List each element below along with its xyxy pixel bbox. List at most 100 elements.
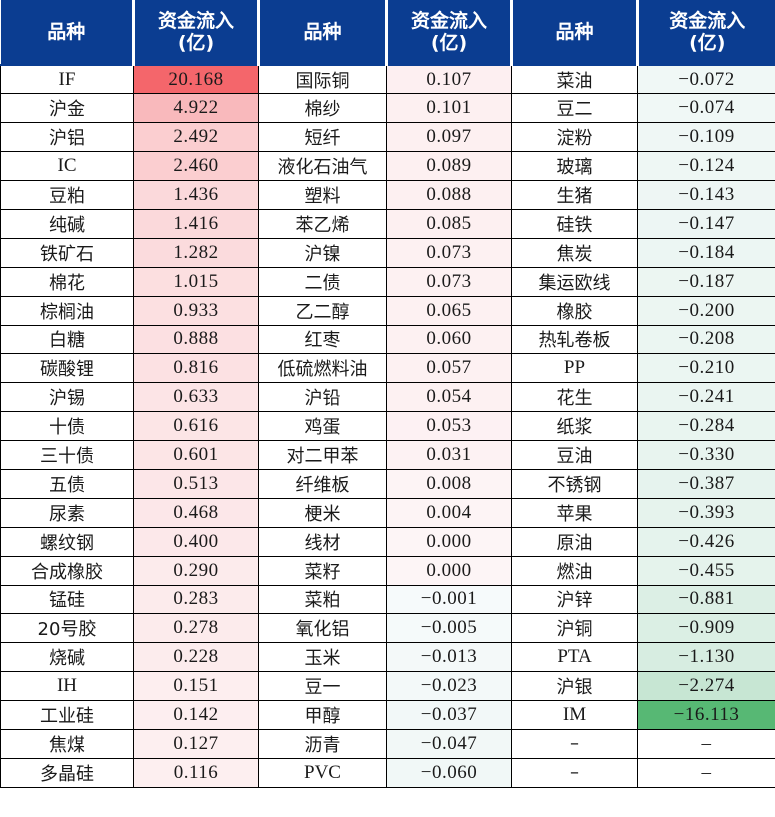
cell-variety-3: 燃油 bbox=[511, 555, 638, 586]
cell-variety-2: 菜籽 bbox=[258, 555, 387, 586]
table-row: 焦煤 0.127 沥青 −0.047– – bbox=[0, 728, 775, 759]
table-row: 沪铝 2.492 短纤 0.097 淀粉 −0.109 bbox=[0, 122, 775, 153]
table-row: 五债 0.513 纤维板 0.008 不锈钢 −0.387 bbox=[0, 468, 775, 499]
cell-variety-1: 棕榈油 bbox=[0, 295, 134, 326]
cell-variety-2: 乙二醇 bbox=[258, 295, 387, 326]
cell-variety-1: 沪锡 bbox=[0, 382, 134, 413]
cell-variety-2: 沪镍 bbox=[258, 237, 387, 268]
cell-variety-2: 红枣 bbox=[258, 324, 387, 355]
cell-inflow-2: 0.107 bbox=[386, 64, 512, 95]
cell-inflow-2: −0.023 bbox=[386, 671, 512, 702]
cell-inflow-3: −0.387 bbox=[637, 468, 775, 499]
table-row: 豆粕 1.436 塑料 0.088 生猪 −0.143 bbox=[0, 180, 775, 210]
cell-variety-3: 纸浆 bbox=[511, 411, 638, 442]
table-row: 尿素 0.468 梗米 0.004 苹果 −0.393 bbox=[0, 497, 775, 528]
cell-inflow-3: −0.426 bbox=[637, 526, 775, 557]
cell-variety-1: 十债 bbox=[0, 411, 134, 442]
cell-inflow-2: 0.065 bbox=[386, 295, 512, 326]
cell-inflow-3: −0.881 bbox=[637, 584, 775, 615]
column-header-inflow-1[interactable]: 资金流入 (亿) bbox=[133, 0, 260, 66]
cell-inflow-1: 0.400 bbox=[133, 526, 259, 557]
cell-variety-1: 多晶硅 bbox=[0, 757, 134, 788]
cell-variety-1: 锰硅 bbox=[0, 584, 134, 615]
cell-variety-3: 豆油 bbox=[511, 440, 638, 470]
cell-variety-1: 沪金 bbox=[0, 93, 134, 124]
cell-variety-3: 集运欧线 bbox=[511, 266, 638, 297]
cell-inflow-3: −0.187 bbox=[637, 266, 775, 297]
cell-inflow-3: −16.113 bbox=[637, 700, 775, 730]
cell-variety-1: IC bbox=[0, 151, 134, 182]
table-header-row: 品种 资金流入 (亿) 品种 资金流入 (亿) 品种 资金流入 (亿) bbox=[0, 0, 775, 66]
cell-inflow-2: 0.008 bbox=[386, 468, 512, 499]
cell-inflow-1: 20.168 bbox=[133, 64, 259, 95]
cell-inflow-1: 0.888 bbox=[133, 324, 259, 355]
cell-variety-3: 原油 bbox=[511, 526, 638, 557]
cell-variety-2: 沪铅 bbox=[258, 382, 387, 413]
table-row: 棉花 1.015 二债 0.073 集运欧线 −0.187 bbox=[0, 266, 775, 297]
cell-inflow-3: −0.124 bbox=[637, 151, 775, 182]
cell-variety-3: IM bbox=[511, 700, 638, 730]
cell-variety-3: – bbox=[511, 757, 638, 788]
cell-variety-1: 豆粕 bbox=[0, 180, 134, 210]
cell-variety-1: 铁矿石 bbox=[0, 237, 134, 268]
cell-inflow-3: −0.200 bbox=[637, 295, 775, 326]
cell-variety-3: PTA bbox=[511, 642, 638, 673]
cell-variety-2: 短纤 bbox=[258, 122, 387, 153]
cell-inflow-3: −0.109 bbox=[637, 122, 775, 153]
cell-variety-3: 淀粉 bbox=[511, 122, 638, 153]
table-row: 合成橡胶 0.290 菜籽 0.000 燃油 −0.455 bbox=[0, 555, 775, 586]
cell-variety-1: IF bbox=[0, 64, 134, 95]
column-header-inflow-3[interactable]: 资金流入 (亿) bbox=[637, 0, 775, 66]
cell-inflow-1: 0.933 bbox=[133, 295, 259, 326]
cell-inflow-2: 0.000 bbox=[386, 555, 512, 586]
cell-inflow-2: 0.004 bbox=[386, 497, 512, 528]
cell-variety-2: 低硫燃料油 bbox=[258, 353, 387, 384]
cell-variety-1: 工业硅 bbox=[0, 700, 134, 730]
cell-inflow-1: 1.015 bbox=[133, 266, 259, 297]
cell-inflow-2: −0.037 bbox=[386, 700, 512, 730]
cell-inflow-2: −0.060 bbox=[386, 757, 512, 788]
cell-inflow-2: 0.101 bbox=[386, 93, 512, 124]
cell-inflow-2: 0.054 bbox=[386, 382, 512, 413]
cell-inflow-2: 0.097 bbox=[386, 122, 512, 153]
cell-variety-3: 苹果 bbox=[511, 497, 638, 528]
cell-inflow-2: 0.000 bbox=[386, 526, 512, 557]
cell-inflow-1: 0.283 bbox=[133, 584, 259, 615]
cell-inflow-3: −0.072 bbox=[637, 64, 775, 95]
column-header-variety-1[interactable]: 品种 bbox=[0, 0, 135, 66]
cell-variety-3: 沪铜 bbox=[511, 613, 638, 644]
column-header-variety-2[interactable]: 品种 bbox=[258, 0, 388, 66]
cell-variety-1: 烧碱 bbox=[0, 642, 134, 673]
cell-variety-1: 棉花 bbox=[0, 266, 134, 297]
cell-variety-1: 沪铝 bbox=[0, 122, 134, 153]
cell-variety-2: 鸡蛋 bbox=[258, 411, 387, 442]
cell-variety-3: PP bbox=[511, 353, 638, 384]
cell-inflow-3: −0.455 bbox=[637, 555, 775, 586]
cell-variety-2: 菜粕 bbox=[258, 584, 387, 615]
column-header-inflow-2[interactable]: 资金流入 (亿) bbox=[386, 0, 513, 66]
cell-inflow-3: −0.284 bbox=[637, 411, 775, 442]
cell-variety-2: 玉米 bbox=[258, 642, 387, 673]
cell-variety-2: 沥青 bbox=[258, 728, 387, 759]
cell-inflow-3: −0.184 bbox=[637, 237, 775, 268]
cell-variety-2: 豆一 bbox=[258, 671, 387, 702]
cell-inflow-3: – bbox=[637, 728, 775, 759]
column-header-variety-3[interactable]: 品种 bbox=[511, 0, 639, 66]
cell-inflow-3: −0.241 bbox=[637, 382, 775, 413]
cell-inflow-1: 0.816 bbox=[133, 353, 259, 384]
cell-inflow-3: – bbox=[637, 757, 775, 788]
cell-variety-1: 三十债 bbox=[0, 440, 134, 470]
cell-variety-3: 沪银 bbox=[511, 671, 638, 702]
cell-inflow-2: −0.047 bbox=[386, 728, 512, 759]
table-row: 锰硅 0.283 菜粕 −0.001 沪锌 −0.881 bbox=[0, 584, 775, 615]
cell-variety-1: 螺纹钢 bbox=[0, 526, 134, 557]
cell-inflow-2: −0.001 bbox=[386, 584, 512, 615]
cell-inflow-2: 0.031 bbox=[386, 440, 512, 470]
table-row: 螺纹钢 0.400 线材 0.000 原油 −0.426 bbox=[0, 526, 775, 557]
cell-inflow-1: 0.633 bbox=[133, 382, 259, 413]
cell-inflow-1: 4.922 bbox=[133, 93, 259, 124]
table-row: IF 20.168 国际铜 0.107 菜油 −0.072 bbox=[0, 64, 775, 95]
cell-inflow-1: 1.416 bbox=[133, 208, 259, 239]
cell-variety-2: PVC bbox=[258, 757, 387, 788]
cell-inflow-1: 0.601 bbox=[133, 440, 259, 470]
